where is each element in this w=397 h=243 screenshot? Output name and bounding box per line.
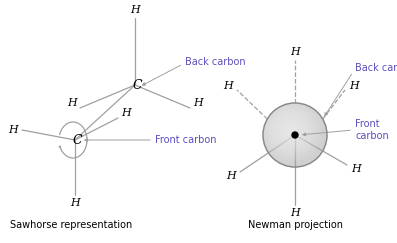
Text: C: C bbox=[72, 133, 82, 147]
Text: H: H bbox=[8, 125, 18, 135]
Circle shape bbox=[263, 103, 327, 167]
Text: H: H bbox=[290, 47, 300, 57]
Circle shape bbox=[292, 132, 298, 138]
Text: H: H bbox=[226, 171, 236, 181]
Circle shape bbox=[262, 102, 318, 158]
Circle shape bbox=[268, 108, 312, 152]
Text: H: H bbox=[121, 108, 131, 118]
Text: C: C bbox=[132, 78, 142, 92]
Circle shape bbox=[264, 104, 316, 156]
Circle shape bbox=[279, 119, 302, 142]
Text: Newman projection: Newman projection bbox=[248, 220, 343, 230]
Circle shape bbox=[277, 117, 304, 144]
Text: Back carbon: Back carbon bbox=[355, 63, 397, 73]
Circle shape bbox=[258, 98, 322, 162]
Circle shape bbox=[287, 127, 293, 133]
Circle shape bbox=[266, 106, 314, 154]
Text: H: H bbox=[223, 81, 233, 91]
Text: H: H bbox=[193, 98, 203, 108]
Circle shape bbox=[270, 111, 310, 150]
Text: H: H bbox=[290, 208, 300, 218]
Circle shape bbox=[283, 123, 297, 138]
Text: H: H bbox=[67, 98, 77, 108]
Circle shape bbox=[281, 121, 300, 139]
Text: Back carbon: Back carbon bbox=[185, 57, 246, 67]
Circle shape bbox=[273, 113, 308, 148]
Text: Front
carbon: Front carbon bbox=[355, 119, 389, 141]
Text: Front carbon: Front carbon bbox=[155, 135, 216, 145]
Text: H: H bbox=[130, 5, 140, 15]
Circle shape bbox=[260, 100, 320, 160]
Circle shape bbox=[285, 125, 295, 135]
Text: H: H bbox=[70, 198, 80, 208]
Circle shape bbox=[275, 115, 306, 146]
Text: H: H bbox=[351, 164, 361, 174]
Text: Sawhorse representation: Sawhorse representation bbox=[10, 220, 132, 230]
Text: H: H bbox=[349, 81, 359, 91]
